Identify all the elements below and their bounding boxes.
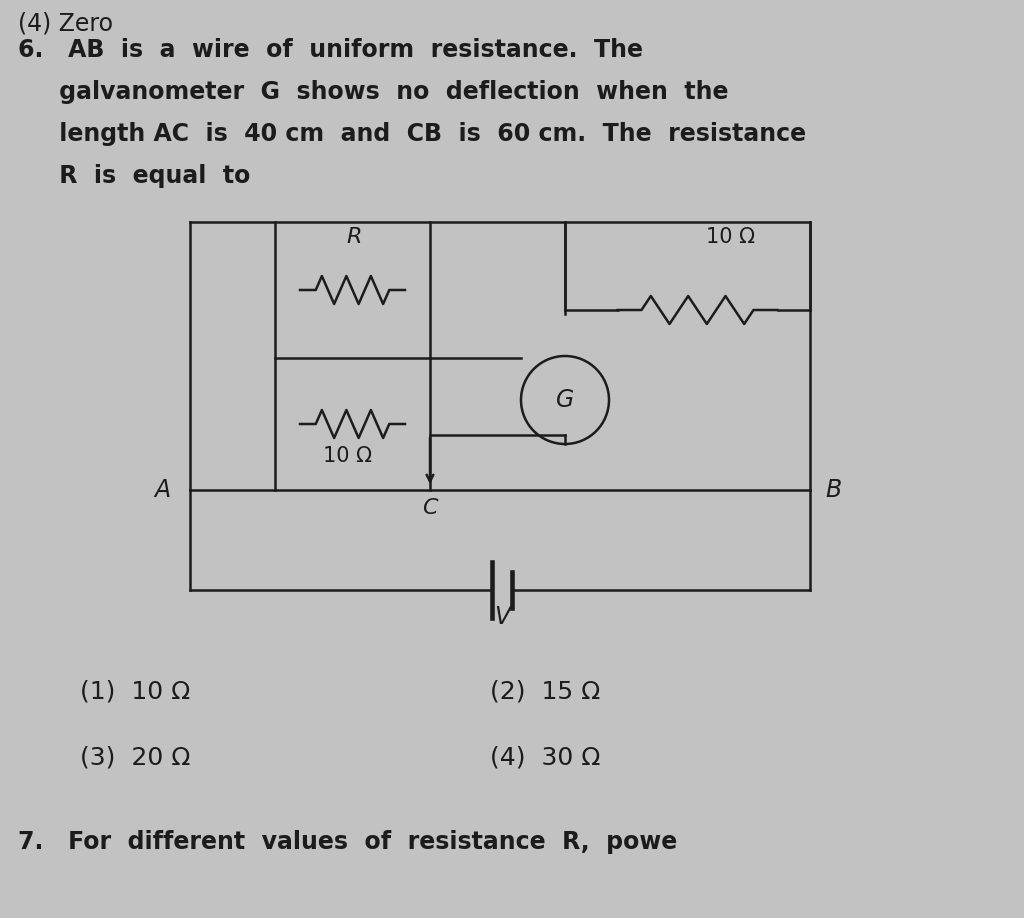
Text: R  is  equal  to: R is equal to <box>18 164 251 188</box>
Text: B: B <box>825 478 842 502</box>
Text: (2)  15 Ω: (2) 15 Ω <box>490 680 600 704</box>
Text: 7.   For  different  values  of  resistance  R,  powe: 7. For different values of resistance R,… <box>18 830 677 854</box>
Text: G: G <box>556 388 574 412</box>
Text: 6.   AB  is  a  wire  of  uniform  resistance.  The: 6. AB is a wire of uniform resistance. T… <box>18 38 643 62</box>
Text: C: C <box>422 498 437 518</box>
Text: A: A <box>154 478 170 502</box>
Text: 10 Ω: 10 Ω <box>323 446 372 466</box>
Text: 10 Ω: 10 Ω <box>706 227 755 247</box>
Text: (4) Zero: (4) Zero <box>18 12 113 36</box>
Text: R: R <box>347 227 362 247</box>
Text: (4)  30 Ω: (4) 30 Ω <box>490 745 600 769</box>
Text: (3)  20 Ω: (3) 20 Ω <box>80 745 190 769</box>
Text: length AC  is  40 cm  and  CB  is  60 cm.  The  resistance: length AC is 40 cm and CB is 60 cm. The … <box>18 122 806 146</box>
Text: V: V <box>494 605 510 629</box>
Text: (1)  10 Ω: (1) 10 Ω <box>80 680 190 704</box>
Text: galvanometer  G  shows  no  deflection  when  the: galvanometer G shows no deflection when … <box>18 80 728 104</box>
